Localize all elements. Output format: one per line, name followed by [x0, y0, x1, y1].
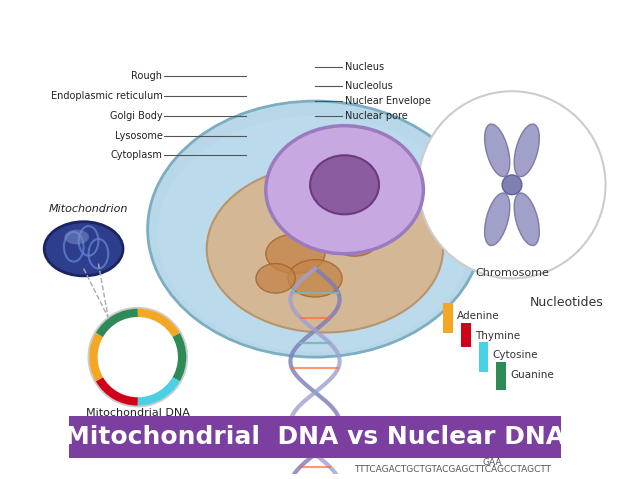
Text: Nucleus: Nucleus [344, 62, 384, 72]
Text: Golgi Body: Golgi Body [110, 111, 163, 121]
FancyBboxPatch shape [69, 416, 561, 457]
FancyBboxPatch shape [461, 323, 470, 347]
Ellipse shape [514, 193, 540, 246]
Circle shape [88, 308, 187, 406]
Circle shape [419, 91, 605, 278]
Ellipse shape [484, 193, 510, 246]
FancyBboxPatch shape [479, 342, 488, 372]
Text: Nuclear pore: Nuclear pore [344, 111, 407, 121]
FancyBboxPatch shape [496, 362, 506, 389]
Ellipse shape [44, 222, 123, 276]
Text: Chromosome: Chromosome [475, 269, 549, 278]
Text: Lysosome: Lysosome [115, 131, 163, 140]
Circle shape [101, 321, 174, 394]
Text: Thymine: Thymine [475, 331, 520, 341]
Text: Cytoplasm: Cytoplasm [111, 150, 163, 160]
Text: TTTCAGACTGCTGTACGAGCTTCAGCCTAGCTT: TTTCAGACTGCTGTACGAGCTTCAGCCTAGCTT [355, 466, 552, 474]
Text: Adenine: Adenine [457, 311, 499, 321]
Ellipse shape [266, 234, 325, 274]
Text: Guanine: Guanine [510, 370, 554, 380]
Ellipse shape [207, 165, 443, 332]
Ellipse shape [502, 175, 522, 194]
FancyBboxPatch shape [443, 303, 453, 332]
Ellipse shape [330, 222, 379, 256]
Text: Cytosine: Cytosine [492, 350, 538, 360]
Ellipse shape [266, 125, 423, 254]
Text: Endoplasmic reticulum: Endoplasmic reticulum [51, 91, 163, 101]
Ellipse shape [288, 260, 342, 297]
Text: Nucleolus: Nucleolus [344, 81, 392, 91]
Text: Mitochondrial DNA: Mitochondrial DNA [86, 408, 189, 418]
Text: Rough: Rough [131, 71, 163, 81]
Ellipse shape [256, 263, 295, 293]
Ellipse shape [514, 124, 540, 177]
Ellipse shape [157, 116, 472, 352]
Ellipse shape [148, 101, 483, 357]
Text: Nuclear Envelope: Nuclear Envelope [344, 96, 431, 106]
Ellipse shape [310, 155, 379, 214]
Ellipse shape [65, 229, 89, 244]
Text: Mitochondrial  DNA vs Nuclear DNA: Mitochondrial DNA vs Nuclear DNA [65, 425, 565, 449]
Ellipse shape [484, 124, 510, 177]
Text: GAA: GAA [483, 457, 502, 467]
Text: Nucleotides: Nucleotides [529, 296, 603, 309]
Text: Mitochondrion: Mitochondrion [49, 205, 129, 214]
